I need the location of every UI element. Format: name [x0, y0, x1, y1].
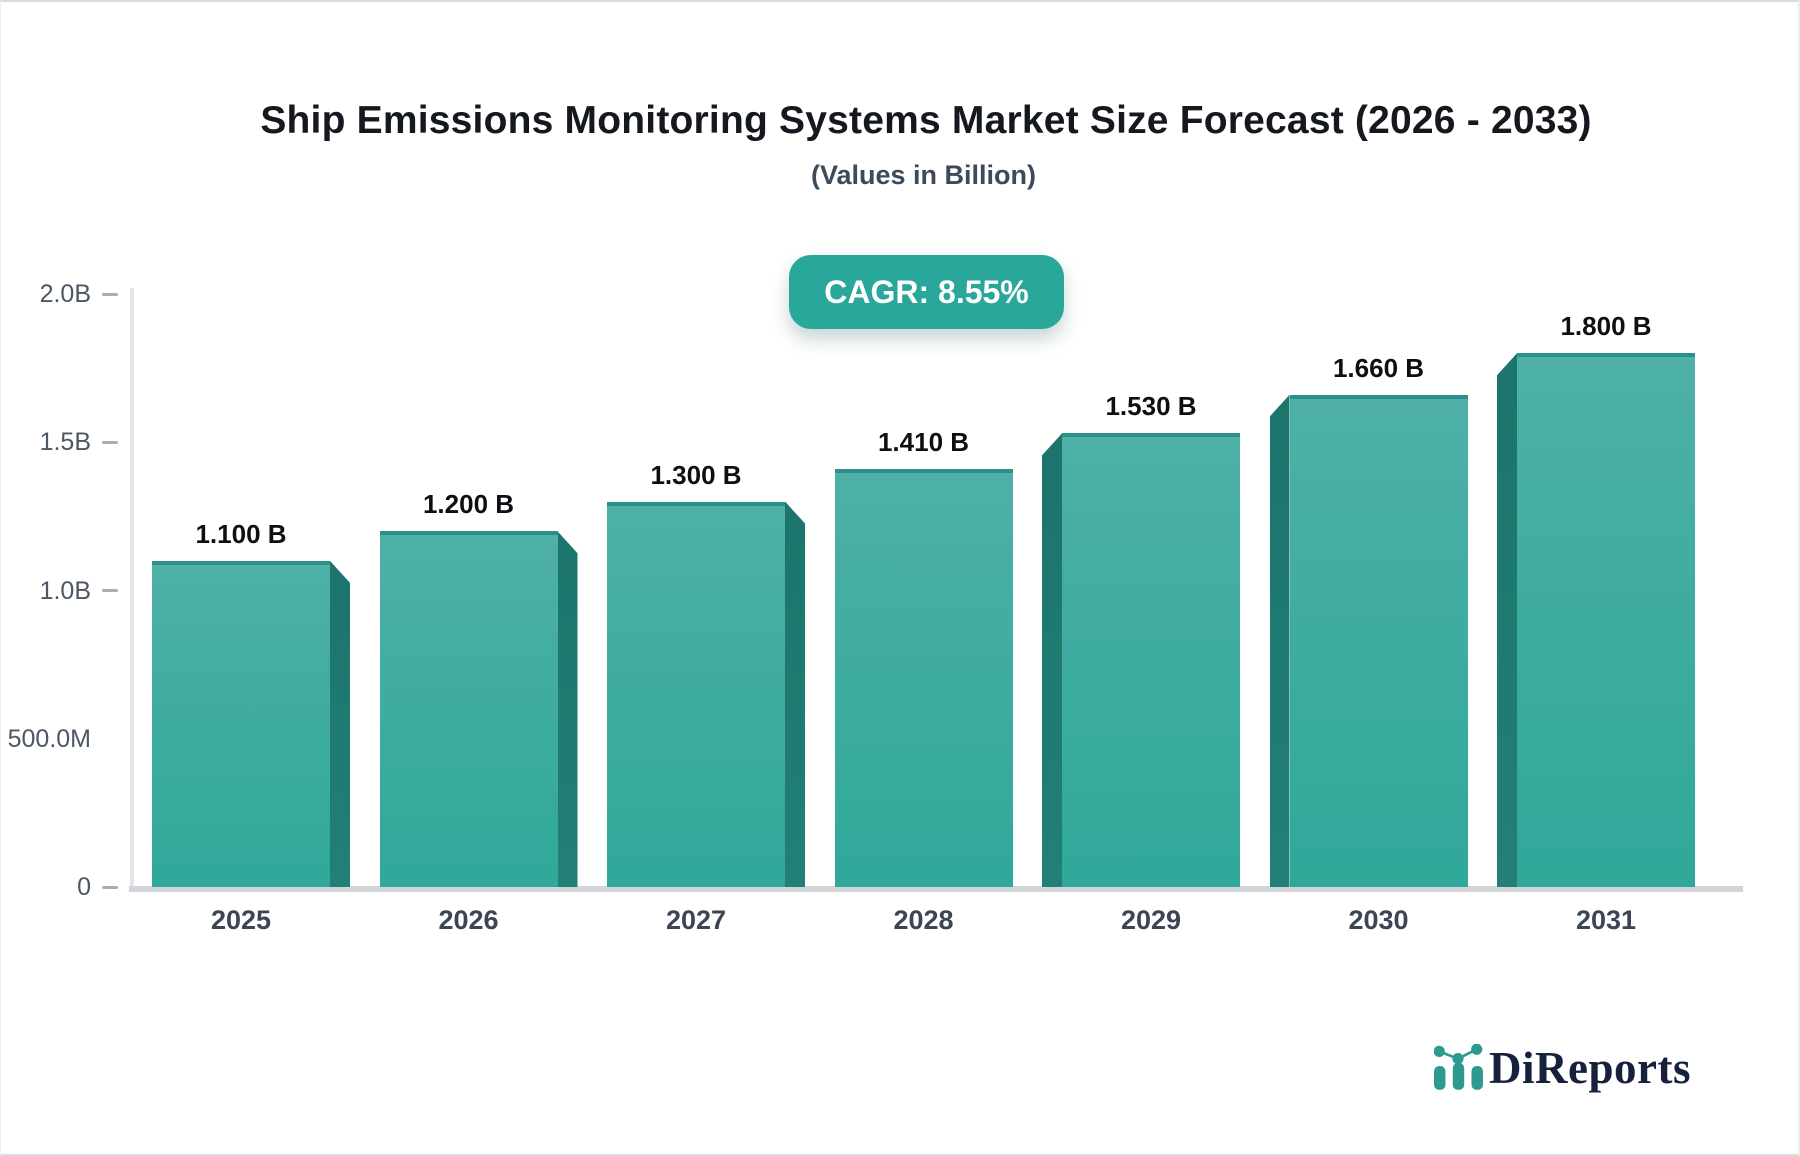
bar-front: [379, 531, 558, 887]
y-tick-label: 0: [77, 873, 91, 901]
bar-value-label: 1.100 B: [195, 518, 287, 549]
y-tick-mark: [102, 885, 118, 889]
bar-value-label: 1.410 B: [877, 426, 970, 457]
bar-side: [557, 531, 578, 887]
x-axis-year-label: 2025: [210, 905, 272, 935]
bar-front: [607, 501, 785, 887]
bar-side: [785, 501, 805, 887]
bar-value-label: 1.800 B: [1560, 311, 1652, 342]
x-axis-baseline: [129, 886, 1743, 892]
bar-side: [1269, 394, 1290, 887]
bar-chart-trend-icon: [1434, 1044, 1483, 1090]
logo-text: DiReports: [1489, 1043, 1691, 1093]
x-axis-year-label: 2026: [438, 905, 499, 935]
x-axis-year-label: 2029: [1120, 905, 1182, 935]
x-axis-year-label: 2030: [1348, 905, 1409, 935]
chart-subtitle: (Values in Billion): [810, 160, 1037, 190]
bar-value-label: 1.660 B: [1332, 352, 1425, 383]
y-tick-mark: [102, 292, 118, 296]
x-axis-year-label: 2028: [893, 905, 954, 935]
bar-value-label: 1.200 B: [422, 489, 515, 520]
bar-side: [1042, 433, 1062, 887]
y-tick-label: 2.0B: [39, 280, 91, 308]
bar-value-label: 1.300 B: [650, 459, 742, 490]
bar-front: [152, 560, 330, 887]
bar-front: [1517, 353, 1695, 887]
y-tick-label: 1.0B: [39, 576, 91, 605]
bar-value-label: 1.530 B: [1105, 391, 1197, 422]
y-tick-label: 500.0M: [7, 724, 91, 753]
y-tick-mark: [102, 440, 118, 444]
y-axis-line: [130, 288, 134, 889]
bar-front: [834, 468, 1013, 887]
x-axis-year-label: 2027: [665, 905, 727, 935]
bar-side: [330, 560, 350, 887]
chart-title: Ship Emissions Monitoring Systems Market…: [260, 99, 1592, 142]
cagr-badge-label: CAGR: 8.55%: [824, 273, 1029, 310]
bar-front: [1289, 394, 1468, 887]
y-tick-label: 1.5B: [39, 428, 91, 457]
bar-side: [1497, 353, 1517, 887]
bar-front: [1062, 433, 1240, 887]
x-axis-year-label: 2031: [1575, 905, 1637, 935]
y-tick-mark: [102, 589, 118, 592]
logo: DiReports: [1434, 1040, 1691, 1093]
cagr-badge: CAGR: 8.55%: [789, 255, 1064, 329]
